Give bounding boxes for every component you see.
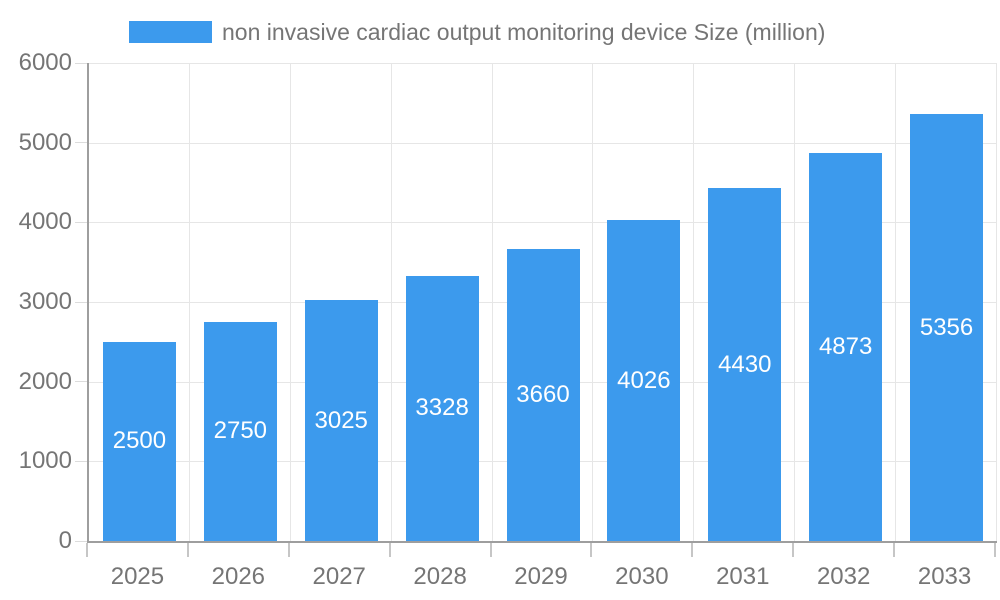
bar-value-label: 3660 xyxy=(516,381,570,409)
x-axis-label-2026: 2026 xyxy=(211,563,266,590)
bar-value-label: 4873 xyxy=(818,332,873,360)
y-axis-label-4000: 4000 xyxy=(18,208,72,236)
y-axis-tick xyxy=(75,301,87,303)
bar-2031[interactable]: 4430 xyxy=(708,188,782,541)
x-axis-label-2032: 2032 xyxy=(816,563,871,590)
bar-value-label: 3025 xyxy=(314,406,368,434)
bar-value-label: 2500 xyxy=(112,427,167,455)
x-axis-label-2028: 2028 xyxy=(413,563,467,590)
bar-2028[interactable]: 3328 xyxy=(405,275,479,541)
x-axis-tick xyxy=(893,543,896,557)
x-axis-tick xyxy=(186,543,189,557)
gridline-vertical xyxy=(390,63,392,541)
x-axis-label-2031: 2031 xyxy=(716,563,770,590)
y-axis-label-0: 0 xyxy=(58,527,72,554)
y-axis-tick xyxy=(75,62,87,64)
y-axis-label-6000: 6000 xyxy=(18,49,72,76)
bar-2029[interactable]: 3660 xyxy=(506,249,580,541)
bar-2025[interactable]: 2500 xyxy=(102,341,176,541)
bar-2032[interactable]: 4873 xyxy=(809,152,883,541)
bar-2033[interactable]: 5356 xyxy=(910,114,984,541)
gridline-vertical xyxy=(895,63,897,541)
plot-area: 2500 2750 3025 3328 3660 4026 4430 4873 5356 xyxy=(87,63,997,543)
bar-value-label: 4026 xyxy=(617,366,671,394)
x-axis-label-2033: 2033 xyxy=(917,563,972,590)
x-axis-label-2027: 2027 xyxy=(312,563,366,590)
gridline-vertical xyxy=(491,63,493,541)
gridline-horizontal xyxy=(89,142,997,144)
x-axis-tick xyxy=(691,543,694,557)
y-axis-label-5000: 5000 xyxy=(18,128,72,156)
x-axis-tick xyxy=(994,543,996,557)
y-axis-tick xyxy=(75,381,87,383)
gridline-vertical xyxy=(188,63,190,541)
bar-value-label: 5356 xyxy=(919,313,974,341)
gridline-vertical xyxy=(693,63,695,541)
x-axis-tick xyxy=(590,543,593,557)
x-axis-tick xyxy=(792,543,795,557)
gridline-horizontal xyxy=(89,222,997,224)
y-axis-tick xyxy=(75,460,87,462)
legend-label: non invasive cardiac output monitoring d… xyxy=(222,19,826,45)
y-axis-tick xyxy=(75,540,87,542)
gridline-vertical xyxy=(289,63,291,541)
x-axis-label-2030: 2030 xyxy=(615,563,669,590)
x-axis-tick xyxy=(287,543,290,557)
x-axis-tick xyxy=(86,543,88,557)
y-axis-label-3000: 3000 xyxy=(18,288,72,315)
bar-2026[interactable]: 2750 xyxy=(203,321,277,541)
y-axis-tick xyxy=(75,142,87,144)
gridline-vertical xyxy=(996,63,997,541)
y-axis-tick xyxy=(75,221,87,223)
x-axis-label-2025: 2025 xyxy=(110,563,165,590)
bar-value-label: 3328 xyxy=(415,394,469,422)
gridline-vertical xyxy=(592,63,594,541)
y-axis-label-1000: 1000 xyxy=(18,447,72,475)
legend-swatch xyxy=(129,21,212,43)
x-axis-tick xyxy=(489,543,492,557)
bar-value-label: 2750 xyxy=(213,417,268,445)
bar-2030[interactable]: 4026 xyxy=(607,220,681,541)
bar-2027[interactable]: 3025 xyxy=(304,300,378,541)
x-axis-label-2029: 2029 xyxy=(514,563,568,590)
legend-item[interactable]: non invasive cardiac output monitoring d… xyxy=(129,19,826,45)
gridline-horizontal xyxy=(89,63,997,64)
x-axis-tick xyxy=(388,543,391,557)
y-axis-label-2000: 2000 xyxy=(18,367,72,395)
bar-value-label: 4430 xyxy=(718,350,772,378)
gridline-vertical xyxy=(794,63,796,541)
